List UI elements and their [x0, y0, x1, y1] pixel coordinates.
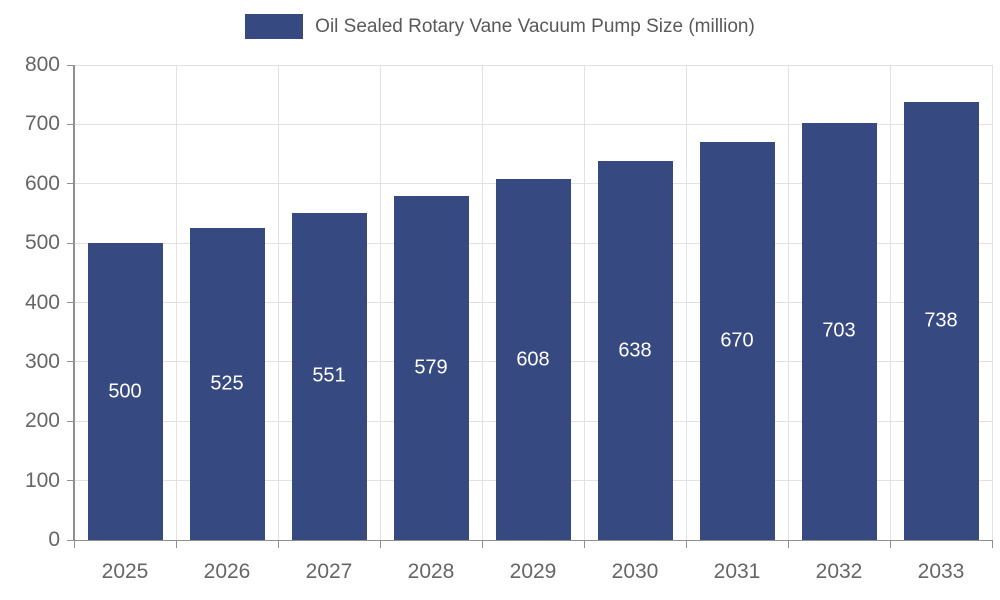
v-gridline [991, 65, 993, 540]
y-axis-tick [67, 539, 74, 541]
bar-value-label: 738 [924, 309, 958, 332]
bar[interactable] [87, 243, 163, 540]
bar-value-label: 551 [312, 364, 346, 387]
x-axis-tick [889, 540, 891, 548]
y-tick-label: 800 [24, 53, 60, 76]
legend-swatch [245, 14, 304, 39]
y-axis-tick [67, 420, 74, 422]
v-gridline [685, 65, 687, 540]
bar-value-label: 608 [516, 348, 550, 370]
x-axis-tick [583, 540, 585, 548]
bar[interactable] [189, 228, 265, 540]
bar[interactable] [903, 101, 979, 540]
bar-value-label: 670 [720, 329, 754, 352]
bar[interactable] [291, 212, 367, 540]
bar-value-label: 525 [210, 372, 244, 395]
v-gridline [175, 65, 177, 540]
x-axis-tick [379, 540, 381, 548]
x-axis-line [74, 539, 992, 541]
y-tick-label: 0 [48, 528, 60, 551]
x-tick-label: 2026 [203, 560, 251, 583]
bar[interactable] [597, 161, 673, 540]
v-gridline [583, 65, 585, 540]
x-tick-label: 2030 [611, 560, 659, 583]
x-tick-label: 2028 [407, 560, 455, 583]
v-gridline [277, 65, 279, 540]
x-axis-tick [277, 540, 279, 548]
y-tick-label: 300 [24, 349, 60, 373]
x-tick-label: 2031 [713, 560, 761, 583]
x-axis-tick [73, 540, 75, 548]
bar[interactable] [393, 196, 469, 540]
bar-value-label: 703 [822, 319, 856, 342]
v-gridline [787, 65, 789, 540]
y-axis-tick [67, 361, 74, 363]
v-gridline [379, 65, 381, 540]
y-axis-tick [67, 123, 74, 125]
y-axis-tick [67, 480, 74, 482]
y-tick-label: 700 [24, 112, 60, 136]
legend-item[interactable]: Oil Sealed Rotary Vane Vacuum Pump Size … [0, 14, 1000, 39]
bar-value-label: 500 [108, 380, 142, 403]
bar-value-label: 638 [618, 339, 652, 362]
y-tick-label: 400 [24, 290, 60, 314]
bar[interactable] [495, 179, 571, 540]
x-tick-label: 2025 [101, 560, 149, 583]
y-axis-tick [67, 242, 74, 244]
v-gridline [481, 65, 483, 540]
y-tick-label: 200 [24, 409, 60, 433]
y-axis-line [73, 65, 75, 540]
x-axis-tick [175, 540, 177, 548]
y-tick-label: 500 [24, 231, 60, 255]
y-axis-tick [67, 64, 74, 66]
x-tick-label: 2029 [509, 560, 557, 583]
x-axis-tick [787, 540, 789, 548]
x-axis-tick [481, 540, 483, 548]
bar[interactable] [699, 142, 775, 540]
x-axis-tick [685, 540, 687, 548]
bar-value-label: 579 [414, 356, 448, 379]
bar[interactable] [801, 122, 877, 540]
y-tick-label: 100 [24, 468, 60, 492]
legend-label: Oil Sealed Rotary Vane Vacuum Pump Size … [315, 16, 755, 37]
y-axis-tick [67, 183, 74, 185]
v-gridline [889, 65, 891, 540]
y-axis-tick [67, 302, 74, 303]
x-tick-label: 2032 [815, 560, 863, 583]
x-tick-label: 2027 [305, 560, 353, 583]
x-tick-label: 2033 [917, 560, 965, 583]
y-tick-label: 600 [24, 171, 60, 195]
h-gridline [74, 123, 992, 125]
h-gridline [74, 64, 992, 66]
x-axis-tick [991, 540, 993, 548]
